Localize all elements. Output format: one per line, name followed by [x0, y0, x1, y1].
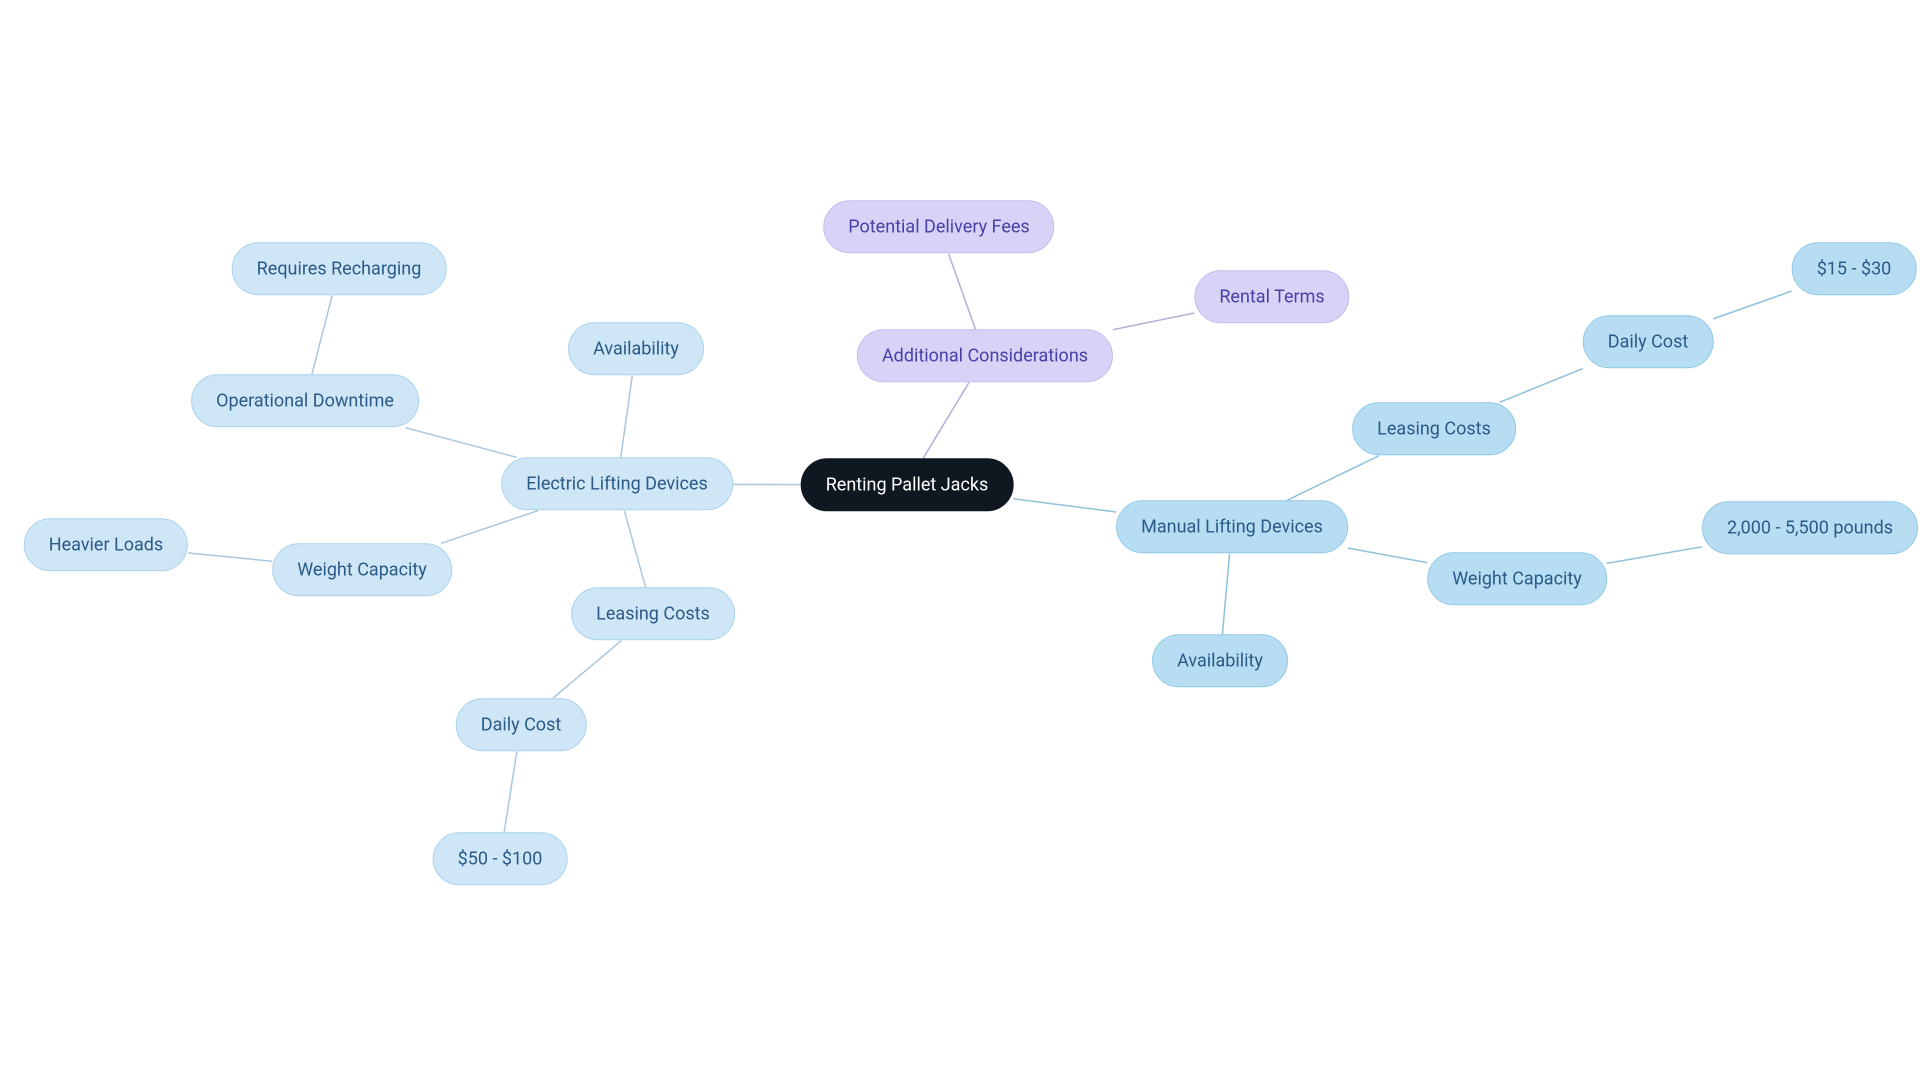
node-label-electric: Electric Lifting Devices	[526, 472, 708, 495]
node-e_recharge[interactable]: Requires Recharging	[232, 242, 447, 295]
node-label-m_avail: Availability	[1177, 649, 1263, 672]
node-label-e_opdown: Operational Downtime	[216, 389, 394, 412]
edge-manual-m_lease	[1287, 456, 1379, 501]
node-label-m_daily: Daily Cost	[1608, 330, 1689, 353]
edge-e_daily-e_range	[504, 752, 517, 833]
edge-root-manual	[1013, 499, 1116, 512]
node-m_daily[interactable]: Daily Cost	[1583, 315, 1714, 368]
node-label-m_range: $15 - $30	[1817, 257, 1892, 280]
node-root[interactable]: Renting Pallet Jacks	[801, 458, 1014, 511]
node-m_avail[interactable]: Availability	[1152, 634, 1288, 687]
node-m_lease[interactable]: Leasing Costs	[1352, 402, 1516, 455]
edge-m_daily-m_range	[1713, 291, 1791, 319]
node-label-m_wcap: Weight Capacity	[1452, 567, 1582, 590]
edge-layer	[0, 0, 1920, 1083]
node-m_range[interactable]: $15 - $30	[1792, 242, 1917, 295]
edge-e_wcap-e_heavy	[188, 553, 272, 561]
node-label-e_lease: Leasing Costs	[596, 602, 710, 625]
node-label-e_heavy: Heavier Loads	[49, 533, 163, 556]
node-label-e_daily: Daily Cost	[481, 713, 562, 736]
node-e_heavy[interactable]: Heavier Loads	[24, 518, 188, 571]
node-e_range[interactable]: $50 - $100	[433, 832, 568, 885]
node-label-add: Additional Considerations	[882, 344, 1088, 367]
edge-m_lease-m_daily	[1500, 369, 1583, 403]
node-label-manual: Manual Lifting Devices	[1141, 515, 1323, 538]
node-label-e_avail: Availability	[593, 337, 679, 360]
edge-e_lease-e_daily	[553, 641, 622, 699]
edge-electric-e_wcap	[441, 511, 538, 544]
node-label-root: Renting Pallet Jacks	[826, 473, 989, 496]
node-add_terms[interactable]: Rental Terms	[1194, 270, 1349, 323]
edge-add-add_terms	[1113, 313, 1194, 330]
edge-e_opdown-e_recharge	[312, 296, 332, 375]
node-label-e_wcap: Weight Capacity	[297, 558, 427, 581]
node-label-add_fee: Potential Delivery Fees	[848, 215, 1029, 238]
node-manual[interactable]: Manual Lifting Devices	[1116, 500, 1348, 553]
edge-electric-e_opdown	[405, 428, 516, 458]
node-label-m_wcap_v: 2,000 - 5,500 pounds	[1727, 516, 1893, 539]
node-label-e_recharge: Requires Recharging	[257, 257, 422, 280]
node-electric[interactable]: Electric Lifting Devices	[501, 457, 733, 510]
edge-add-add_fee	[949, 254, 976, 330]
edge-manual-m_avail	[1222, 554, 1229, 635]
node-add_fee[interactable]: Potential Delivery Fees	[823, 200, 1054, 253]
node-m_wcap[interactable]: Weight Capacity	[1427, 552, 1607, 605]
node-e_avail[interactable]: Availability	[568, 322, 704, 375]
node-e_lease[interactable]: Leasing Costs	[571, 587, 735, 640]
node-e_wcap[interactable]: Weight Capacity	[272, 543, 452, 596]
node-label-add_terms: Rental Terms	[1219, 285, 1324, 308]
node-e_opdown[interactable]: Operational Downtime	[191, 374, 419, 427]
edge-electric-e_avail	[621, 376, 632, 458]
mindmap-canvas: Renting Pallet Jacks Electric Lifting Dev…	[0, 0, 1920, 1083]
node-label-m_lease: Leasing Costs	[1377, 417, 1491, 440]
edge-electric-e_lease	[624, 511, 645, 588]
node-add[interactable]: Additional Considerations	[857, 329, 1113, 382]
edge-m_wcap-m_wcap_v	[1607, 547, 1702, 564]
edge-manual-m_wcap	[1348, 548, 1427, 562]
node-label-e_range: $50 - $100	[458, 847, 543, 870]
node-m_wcap_v[interactable]: 2,000 - 5,500 pounds	[1702, 501, 1918, 554]
edge-root-add	[923, 383, 969, 459]
node-e_daily[interactable]: Daily Cost	[456, 698, 587, 751]
